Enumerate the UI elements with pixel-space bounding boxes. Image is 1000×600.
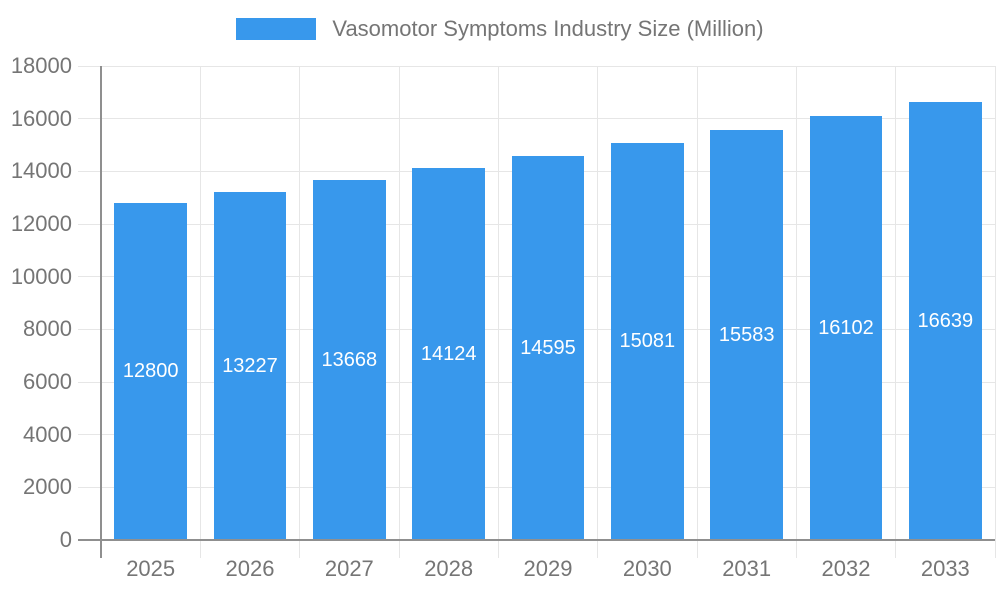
x-axis-label: 2029 [523, 556, 573, 581]
y-axis-label: 18000 [10, 53, 72, 78]
y-axis-label: 0 [59, 527, 72, 552]
x-gridline [795, 66, 797, 558]
x-axis-label: 2027 [324, 556, 374, 581]
x-axis-label: 2028 [424, 556, 474, 581]
x-gridline [895, 66, 897, 558]
x-axis-label: 2032 [821, 556, 871, 581]
x-gridline [398, 66, 400, 558]
legend-item[interactable]: Vasomotor Symptoms Industry Size (Millio… [0, 16, 1000, 42]
x-axis-line [78, 539, 995, 541]
x-gridline [994, 66, 996, 558]
legend-swatch-icon [236, 18, 317, 40]
y-axis-label: 16000 [10, 105, 72, 131]
x-gridline [696, 66, 698, 558]
bar[interactable] [213, 191, 287, 539]
y-gridline [78, 118, 995, 120]
x-gridline [199, 66, 201, 558]
x-axis-label: 2026 [225, 556, 275, 581]
x-axis-label: 2031 [722, 556, 772, 581]
x-gridline [299, 66, 301, 558]
legend-label: Vasomotor Symptoms Industry Size (Millio… [332, 16, 764, 41]
bar-value-label: 15081 [619, 330, 676, 353]
x-axis-label: 2033 [920, 556, 970, 581]
y-axis-label: 10000 [10, 263, 72, 289]
x-gridline [597, 66, 599, 558]
bar-value-label: 16102 [818, 316, 874, 339]
bar-value-label: 13227 [222, 354, 278, 377]
bar-value-label: 14124 [420, 343, 477, 366]
y-axis-label: 8000 [23, 316, 72, 342]
y-gridline [78, 65, 995, 67]
bar[interactable] [909, 101, 982, 539]
y-axis-label: 6000 [23, 369, 72, 394]
bar[interactable] [114, 202, 187, 539]
bar[interactable] [809, 115, 883, 539]
bar-value-label: 12800 [122, 360, 179, 383]
bar[interactable] [511, 155, 585, 539]
x-axis-label: 2030 [622, 556, 672, 581]
y-axis-label: 2000 [23, 474, 72, 500]
bar[interactable] [710, 129, 783, 539]
x-gridline [497, 66, 499, 558]
y-axis-label: 12000 [10, 211, 72, 236]
y-axis-label: 4000 [23, 421, 72, 447]
bar[interactable] [412, 168, 485, 539]
bar[interactable] [313, 180, 386, 539]
y-axis-label: 14000 [10, 158, 72, 184]
bar-value-label: 13668 [321, 349, 378, 372]
y-axis-line [100, 66, 102, 558]
bar-value-label: 14595 [520, 336, 576, 359]
bar-value-label: 15583 [718, 323, 775, 346]
bar-value-label: 16639 [917, 309, 974, 332]
x-axis-label: 2025 [126, 556, 176, 581]
bar[interactable] [611, 142, 684, 539]
